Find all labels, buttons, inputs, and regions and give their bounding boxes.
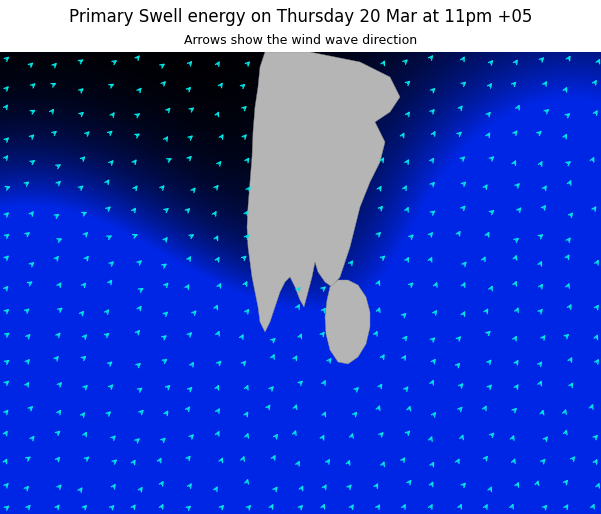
Polygon shape [325, 280, 370, 364]
Polygon shape [247, 52, 400, 332]
Text: Primary Swell energy on Thursday 20 Mar at 11pm +05: Primary Swell energy on Thursday 20 Mar … [69, 8, 532, 26]
Text: Arrows show the wind wave direction: Arrows show the wind wave direction [184, 34, 417, 47]
